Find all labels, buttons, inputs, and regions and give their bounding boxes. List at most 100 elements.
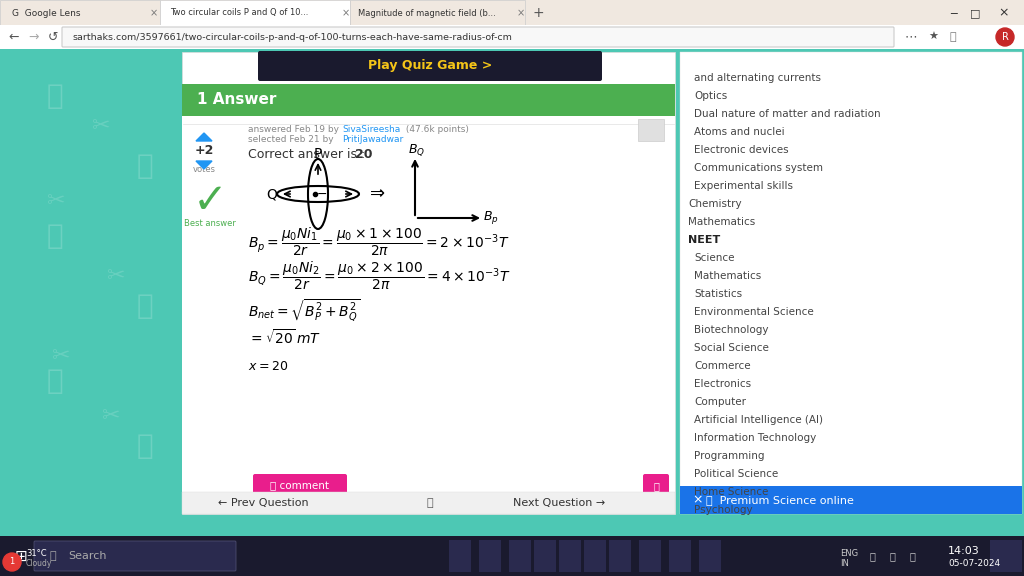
Text: Cloudy: Cloudy [26, 559, 52, 569]
FancyBboxPatch shape [0, 0, 1024, 25]
FancyBboxPatch shape [680, 486, 1022, 514]
Text: 🔍: 🔍 [50, 551, 56, 561]
Text: Best answer: Best answer [184, 219, 236, 229]
Text: Artificial Intelligence (AI): Artificial Intelligence (AI) [694, 415, 823, 425]
Text: answered Feb 19 by: answered Feb 19 by [248, 124, 342, 134]
Text: selected Feb 21 by: selected Feb 21 by [248, 135, 337, 143]
Text: →: → [28, 31, 39, 44]
Text: Political Science: Political Science [694, 469, 778, 479]
Text: ✓: ✓ [193, 180, 227, 222]
Text: Communications system: Communications system [694, 163, 823, 173]
Text: ⬛: ⬛ [950, 32, 956, 42]
Text: $B_Q = \dfrac{\mu_0 N i_2}{2r} = \dfrac{\mu_0 \times 2 \times 100}{2\pi} = 4 \ti: $B_Q = \dfrac{\mu_0 N i_2}{2r} = \dfrac{… [248, 260, 511, 292]
Text: Home Science: Home Science [694, 487, 768, 497]
Text: G  Google Lens: G Google Lens [12, 9, 81, 17]
Text: 14:03: 14:03 [948, 546, 980, 556]
Text: Play Quiz Game >: Play Quiz Game > [368, 59, 493, 73]
FancyBboxPatch shape [638, 119, 664, 141]
FancyBboxPatch shape [990, 540, 1022, 572]
FancyBboxPatch shape [449, 540, 471, 572]
Text: $B_p$: $B_p$ [483, 210, 499, 226]
Text: ×: × [998, 6, 1009, 20]
Text: Environmental Science: Environmental Science [694, 307, 814, 317]
Text: Mathematics: Mathematics [694, 271, 761, 281]
Text: PritiJawadwar: PritiJawadwar [342, 135, 403, 143]
FancyBboxPatch shape [639, 540, 662, 572]
Text: ─: ─ [950, 8, 956, 18]
FancyBboxPatch shape [559, 540, 581, 572]
Text: Science: Science [694, 253, 734, 263]
Text: $= \sqrt{20}\, mT$: $= \sqrt{20}\, mT$ [248, 328, 322, 347]
FancyBboxPatch shape [182, 116, 675, 514]
Text: ENG: ENG [840, 548, 858, 558]
Text: $B_{net} = \sqrt{B_P^2 + B_Q^2}$: $B_{net} = \sqrt{B_P^2 + B_Q^2}$ [248, 298, 360, 324]
Text: $x = 20$: $x = 20$ [248, 359, 288, 373]
Text: Commerce: Commerce [694, 361, 751, 371]
Text: 📶: 📶 [890, 551, 896, 561]
FancyBboxPatch shape [34, 541, 236, 571]
FancyBboxPatch shape [509, 540, 531, 572]
FancyBboxPatch shape [0, 25, 1024, 49]
Circle shape [3, 553, 22, 571]
Text: 🎓: 🎓 [47, 82, 63, 110]
Text: Mathematics: Mathematics [688, 217, 756, 227]
Text: ✂: ✂ [91, 116, 110, 136]
Text: ×: × [342, 8, 350, 18]
FancyBboxPatch shape [534, 540, 556, 572]
Polygon shape [196, 161, 212, 169]
Text: Two circular coils P and Q of 10...: Two circular coils P and Q of 10... [170, 9, 308, 17]
Text: ⊞: ⊞ [15, 548, 28, 563]
Polygon shape [196, 133, 212, 141]
Text: Social Science: Social Science [694, 343, 769, 353]
Text: 🔋: 🔋 [910, 551, 915, 561]
Text: Optics: Optics [694, 91, 727, 101]
Text: 1 Answer: 1 Answer [197, 93, 276, 108]
Text: SivaSireesha: SivaSireesha [342, 124, 400, 134]
Text: Statistics: Statistics [694, 289, 742, 299]
FancyBboxPatch shape [609, 540, 631, 572]
Text: Next Question →: Next Question → [513, 498, 605, 508]
Text: ✂: ✂ [46, 191, 65, 211]
Text: and alternating currents: and alternating currents [694, 73, 821, 83]
Text: 🎓: 🎓 [47, 367, 63, 395]
Text: Dual nature of matter and radiation: Dual nature of matter and radiation [694, 109, 881, 119]
Text: 🎓: 🎓 [136, 432, 154, 460]
FancyBboxPatch shape [182, 84, 675, 116]
Text: ⇒: ⇒ [371, 185, 386, 203]
Text: Magnitude of magnetic field (b...: Magnitude of magnetic field (b... [358, 9, 496, 17]
FancyBboxPatch shape [0, 0, 160, 25]
Text: ×: × [150, 8, 158, 18]
Text: 05-07-2024: 05-07-2024 [948, 559, 1000, 567]
Text: ✂: ✂ [105, 266, 124, 286]
Text: 🔗: 🔗 [653, 481, 658, 491]
Circle shape [996, 28, 1014, 46]
Text: Information Technology: Information Technology [694, 433, 816, 443]
Text: +2: +2 [195, 143, 214, 157]
FancyBboxPatch shape [253, 474, 347, 498]
FancyBboxPatch shape [62, 27, 894, 47]
Text: 📚  Premium Science online: 📚 Premium Science online [706, 495, 854, 505]
Text: 🎓: 🎓 [136, 152, 154, 180]
FancyBboxPatch shape [182, 492, 675, 514]
Text: 🎓: 🎓 [47, 222, 63, 250]
Text: Programming: Programming [694, 451, 765, 461]
Text: NEET: NEET [688, 235, 720, 245]
Text: ✂: ✂ [50, 346, 70, 366]
Text: Electronic devices: Electronic devices [694, 145, 788, 155]
Text: ×: × [692, 494, 702, 506]
Text: Psychology: Psychology [694, 505, 753, 515]
FancyBboxPatch shape [680, 52, 1022, 514]
Text: 💬 comment: 💬 comment [270, 481, 330, 491]
Text: $B_p = \dfrac{\mu_0 N i_1}{2r} = \dfrac{\mu_0 \times 1 \times 100}{2\pi} = 2 \ti: $B_p = \dfrac{\mu_0 N i_1}{2r} = \dfrac{… [248, 226, 509, 258]
Text: Search: Search [68, 551, 106, 561]
Text: 1: 1 [9, 558, 14, 567]
Text: ×: × [517, 8, 525, 18]
Text: ✂: ✂ [100, 406, 120, 426]
Text: ← Prev Question: ← Prev Question [218, 498, 308, 508]
Text: Computer: Computer [694, 397, 746, 407]
Text: 🎓: 🎓 [136, 292, 154, 320]
Text: 20: 20 [355, 149, 373, 161]
Text: Atoms and nuclei: Atoms and nuclei [694, 127, 784, 137]
Text: Electronics: Electronics [694, 379, 752, 389]
Text: R: R [1001, 32, 1009, 42]
